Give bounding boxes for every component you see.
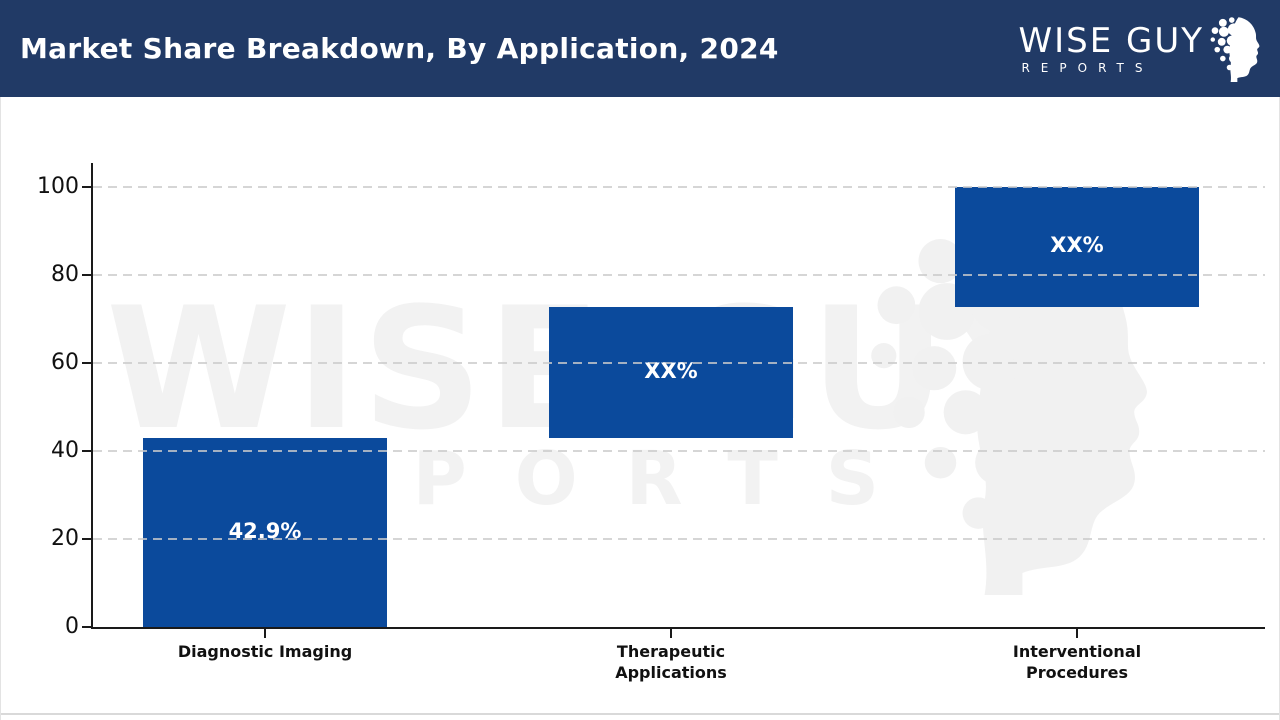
y-tick-mark <box>82 362 91 364</box>
bar-value-label: XX% <box>1050 233 1104 258</box>
y-tick-label: 40 <box>51 438 79 463</box>
page-title: Market Share Breakdown, By Application, … <box>20 32 779 65</box>
bar-segment <box>549 307 793 439</box>
x-axis-line <box>91 627 1265 629</box>
bar-value-label: XX% <box>644 358 698 383</box>
y-tick-mark <box>82 186 91 188</box>
y-tick-label: 80 <box>51 262 79 287</box>
x-tick-mark <box>1076 629 1078 638</box>
y-axis-line <box>91 163 93 629</box>
logo-text-block: WISE GUY REPORTS <box>1018 23 1204 75</box>
y-tick-label: 100 <box>37 174 79 199</box>
y-gridline <box>93 538 1265 540</box>
footer-divider <box>1 713 1279 715</box>
y-tick-label: 0 <box>65 614 79 639</box>
bar-value-label: 42.9% <box>228 518 302 543</box>
y-tick-mark <box>82 538 91 540</box>
wiseguy-head-profile-icon <box>1210 17 1260 82</box>
logo-wordmark: WISE GUY <box>1018 20 1204 61</box>
y-tick-mark <box>82 274 91 276</box>
x-tick-mark <box>264 629 266 638</box>
y-gridline <box>93 186 1265 188</box>
wiseguy-logo: WISE GUY REPORTS <box>1018 15 1262 82</box>
y-tick-mark <box>82 626 91 628</box>
x-tick-mark <box>670 629 672 638</box>
y-tick-label: 60 <box>51 350 79 375</box>
y-gridline <box>93 362 1265 364</box>
header-bar: Market Share Breakdown, By Application, … <box>0 0 1280 97</box>
chart-area: WISE GUY REPORTS 0 20 40 60 80 100 42.9% XX% XX%… <box>0 97 1280 720</box>
x-category-label: Diagnostic Imaging <box>177 642 353 661</box>
y-tick-label: 20 <box>51 526 79 551</box>
y-tick-mark <box>82 450 91 452</box>
logo-subtext: REPORTS <box>1021 60 1154 75</box>
y-gridline <box>93 450 1265 452</box>
y-gridline <box>93 274 1265 276</box>
bar-segment <box>143 438 387 627</box>
bar-segment <box>955 187 1199 308</box>
x-category-label: Interventional Procedures <box>1012 642 1142 682</box>
bar-plot: 0 20 40 60 80 100 42.9% XX% XX% Diagnostic Imagin… <box>1 97 1279 720</box>
x-category-label: Therapeutic Applications <box>615 642 727 682</box>
